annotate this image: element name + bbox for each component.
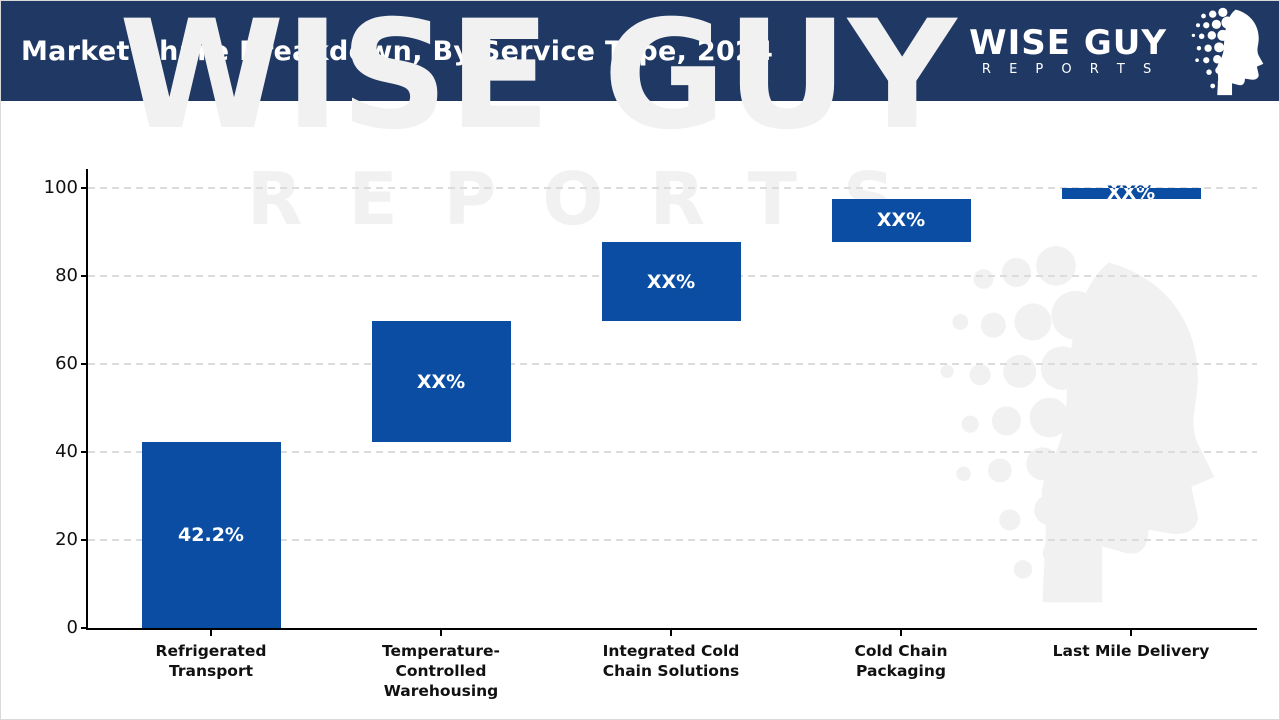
x-category-label: Last Mile Delivery: [1013, 641, 1249, 661]
x-category-label-line: Controlled: [395, 662, 487, 680]
brand-logo: WISE GUY R E P O R T S: [969, 5, 1269, 97]
brand-sub-text: R E P O R T S: [981, 62, 1159, 77]
y-tick-label: 40: [55, 440, 78, 462]
y-tick-mark: [81, 186, 88, 189]
watermark-wordmark: WISE GUY REPORTS: [119, 1, 957, 235]
bar-value-label-clip: XX%: [602, 242, 741, 322]
bar-value-label: 42.2%: [178, 524, 244, 547]
x-category-label: Temperature- Controlled Warehousing: [323, 641, 559, 701]
x-category-label: Integrated Cold Chain Solutions: [553, 641, 789, 681]
x-category-label-line: Refrigerated: [155, 642, 267, 660]
x-category-label-line: Warehousing: [383, 682, 499, 700]
y-tick-label: 0: [66, 617, 78, 638]
gridline: [88, 538, 1257, 541]
y-tick-label: 20: [55, 528, 78, 550]
x-tick-mark: [670, 629, 672, 636]
bar-value-label: XX%: [876, 209, 926, 232]
bar: [371, 321, 511, 443]
y-axis-line: [86, 169, 88, 630]
gridline: [88, 186, 1257, 189]
y-tick-label: 60: [55, 352, 78, 374]
y-tick-mark: [81, 450, 88, 453]
y-tick-mark: [81, 362, 88, 365]
watermark-line1: WISE GUY: [119, 0, 957, 163]
bar-value-label-clip: XX%: [1062, 188, 1201, 199]
x-category-label-line: Chain Solutions: [602, 662, 740, 680]
bar: [831, 198, 971, 242]
bar-value-label: XX%: [416, 370, 466, 393]
bar: [601, 241, 741, 322]
bar-value-label: XX%: [646, 270, 696, 293]
watermark-face-icon: [940, 246, 1215, 603]
y-tick-mark: [81, 538, 88, 541]
x-tick-mark: [210, 629, 212, 636]
x-tick-mark: [1130, 629, 1132, 636]
brand-name-text: WISE GUY: [969, 23, 1167, 63]
gridline: [88, 362, 1257, 365]
x-axis-line: [86, 628, 1257, 630]
brand-face-icon: [1191, 7, 1264, 96]
x-category-label: Cold Chain Packaging: [783, 641, 1019, 681]
bar-value-label-clip: XX%: [832, 199, 971, 242]
bar: [141, 442, 281, 628]
x-category-label-line: Cold Chain: [854, 642, 948, 660]
x-category-label-line: Integrated Cold: [602, 642, 740, 660]
bar-value-label-clip: 42.2%: [142, 442, 281, 628]
y-tick-mark: [81, 627, 88, 629]
page-title: Market Share Breakdown, By Service Type,…: [21, 35, 774, 67]
x-category-label-line: Temperature-: [382, 642, 500, 660]
y-tick-mark: [81, 274, 88, 277]
x-category-label: Refrigerated Transport: [93, 641, 329, 681]
y-tick-label: 80: [55, 264, 78, 286]
y-tick-label: 100: [43, 176, 78, 198]
x-category-label-line: Last Mile Delivery: [1052, 642, 1210, 660]
x-category-label-line: Transport: [168, 662, 254, 680]
x-tick-mark: [900, 629, 902, 636]
header: Market Share Breakdown, By Service Type,…: [1, 1, 1279, 101]
bar-value-label: XX%: [1106, 187, 1156, 199]
brand-wordmark: WISE GUY R E P O R T S: [969, 26, 1167, 76]
watermark-line2: REPORTS: [247, 157, 941, 241]
x-tick-mark: [440, 629, 442, 636]
bar: [1061, 187, 1201, 199]
x-category-label-line: Packaging: [856, 662, 946, 680]
gridline: [88, 450, 1257, 453]
bar-value-label-clip: XX%: [372, 321, 511, 442]
